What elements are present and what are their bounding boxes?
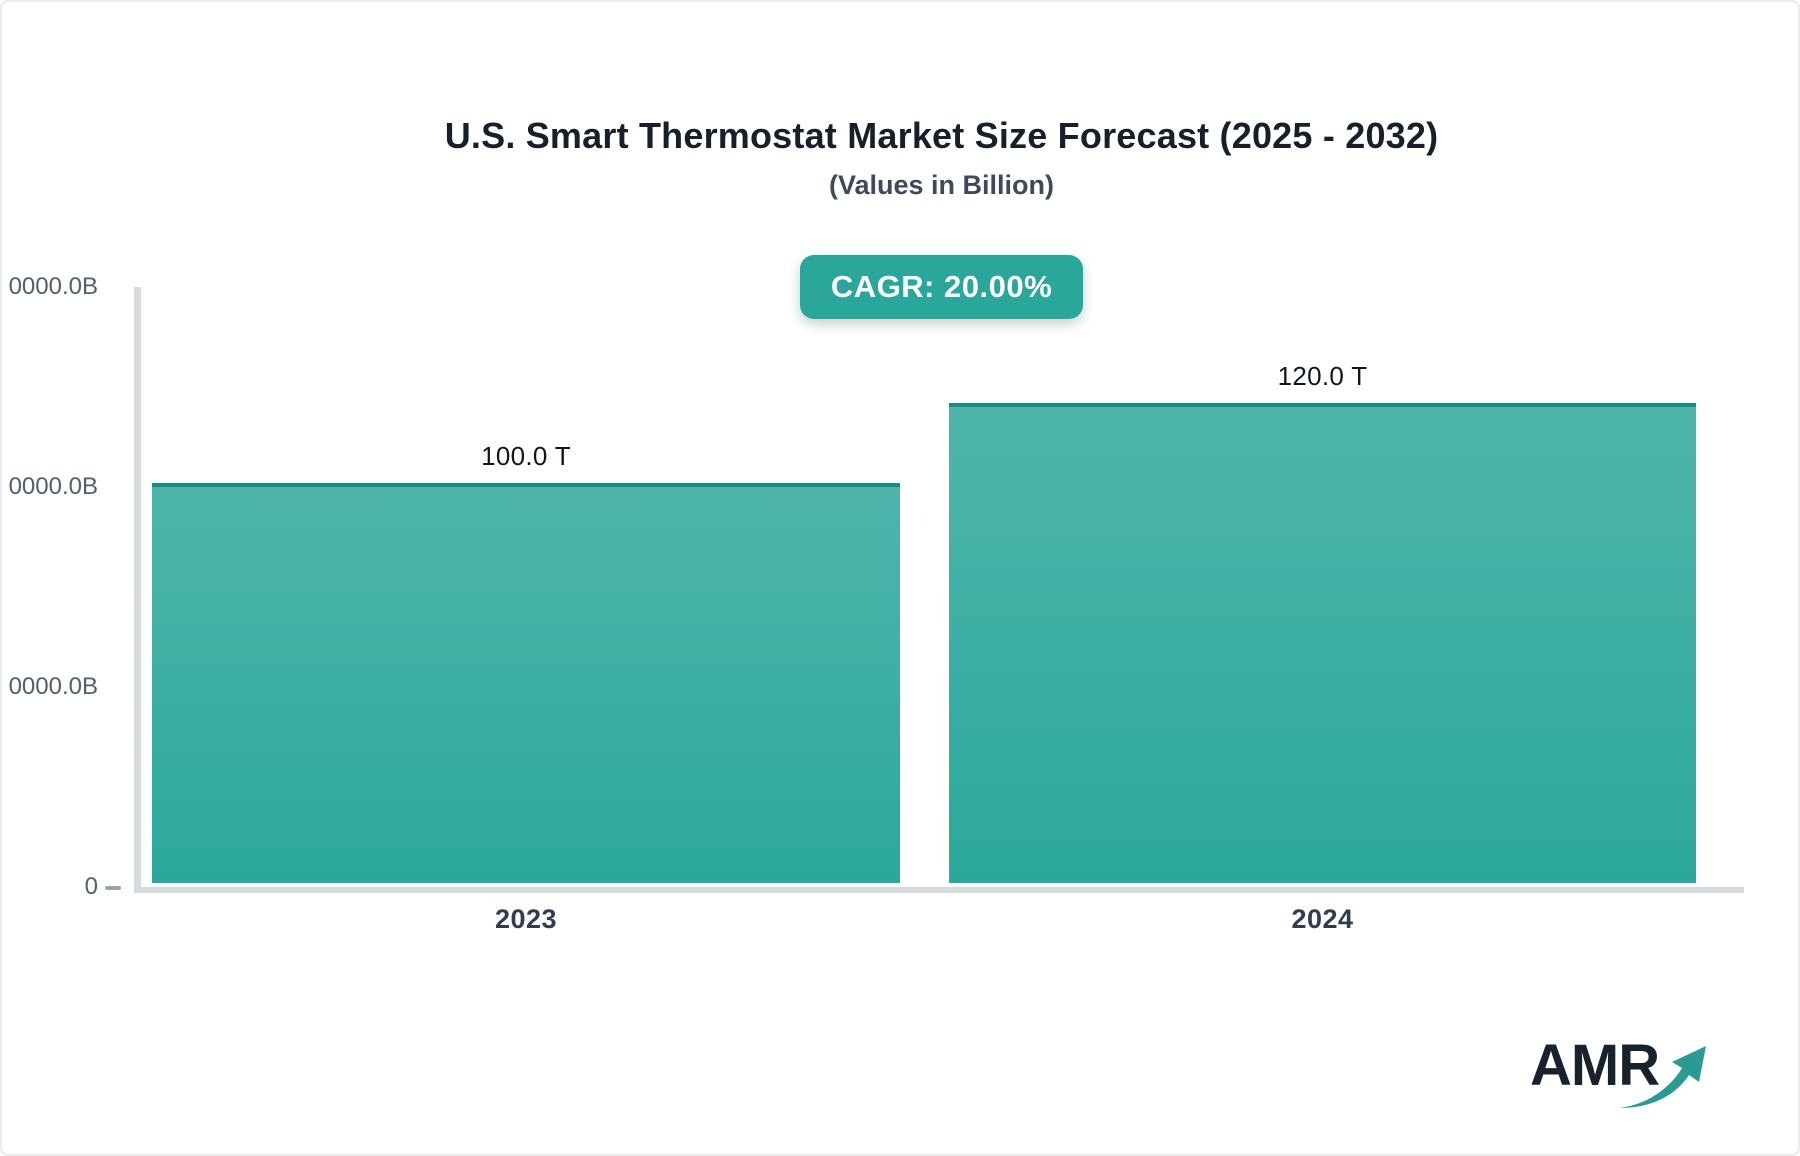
y-tick-label-100k: 0000.0B — [8, 473, 98, 500]
bar-value-label-2024: 120.0 T — [1277, 361, 1368, 391]
amr-logo-text: AMR — [1530, 1033, 1660, 1098]
cagr-badge-row: CAGR: 20.00% — [139, 255, 1744, 319]
chart-title: U.S. Smart Thermostat Market Size Foreca… — [444, 115, 1439, 156]
bar-2024[interactable] — [949, 403, 1696, 883]
x-tick-label-2024: 2024 — [1291, 904, 1354, 934]
bar-value-label-2023: 100.0 T — [481, 441, 571, 471]
x-tick-label-2023: 2023 — [494, 904, 558, 934]
growth-arrow-icon — [1620, 1046, 1706, 1108]
y-tick-label-50k: 0000.0B — [8, 673, 98, 700]
x-axis-line — [134, 887, 1744, 893]
amr-logo: AMR — [1530, 1034, 1730, 1124]
chart-subtitle: (Values in Billion) — [828, 170, 1055, 200]
y-axis-line — [134, 287, 141, 893]
bar-column-2024: 120.0 T — [949, 361, 1696, 883]
bar-column-2023: 100.0 T — [152, 441, 900, 883]
zero-tick-mark — [105, 886, 121, 890]
y-tick-label-150k: 0000.0B — [8, 273, 98, 300]
y-tick-label-zero: 0 — [84, 873, 98, 900]
bar-2023[interactable] — [152, 483, 900, 883]
cagr-badge: CAGR: 20.00% — [799, 255, 1084, 319]
